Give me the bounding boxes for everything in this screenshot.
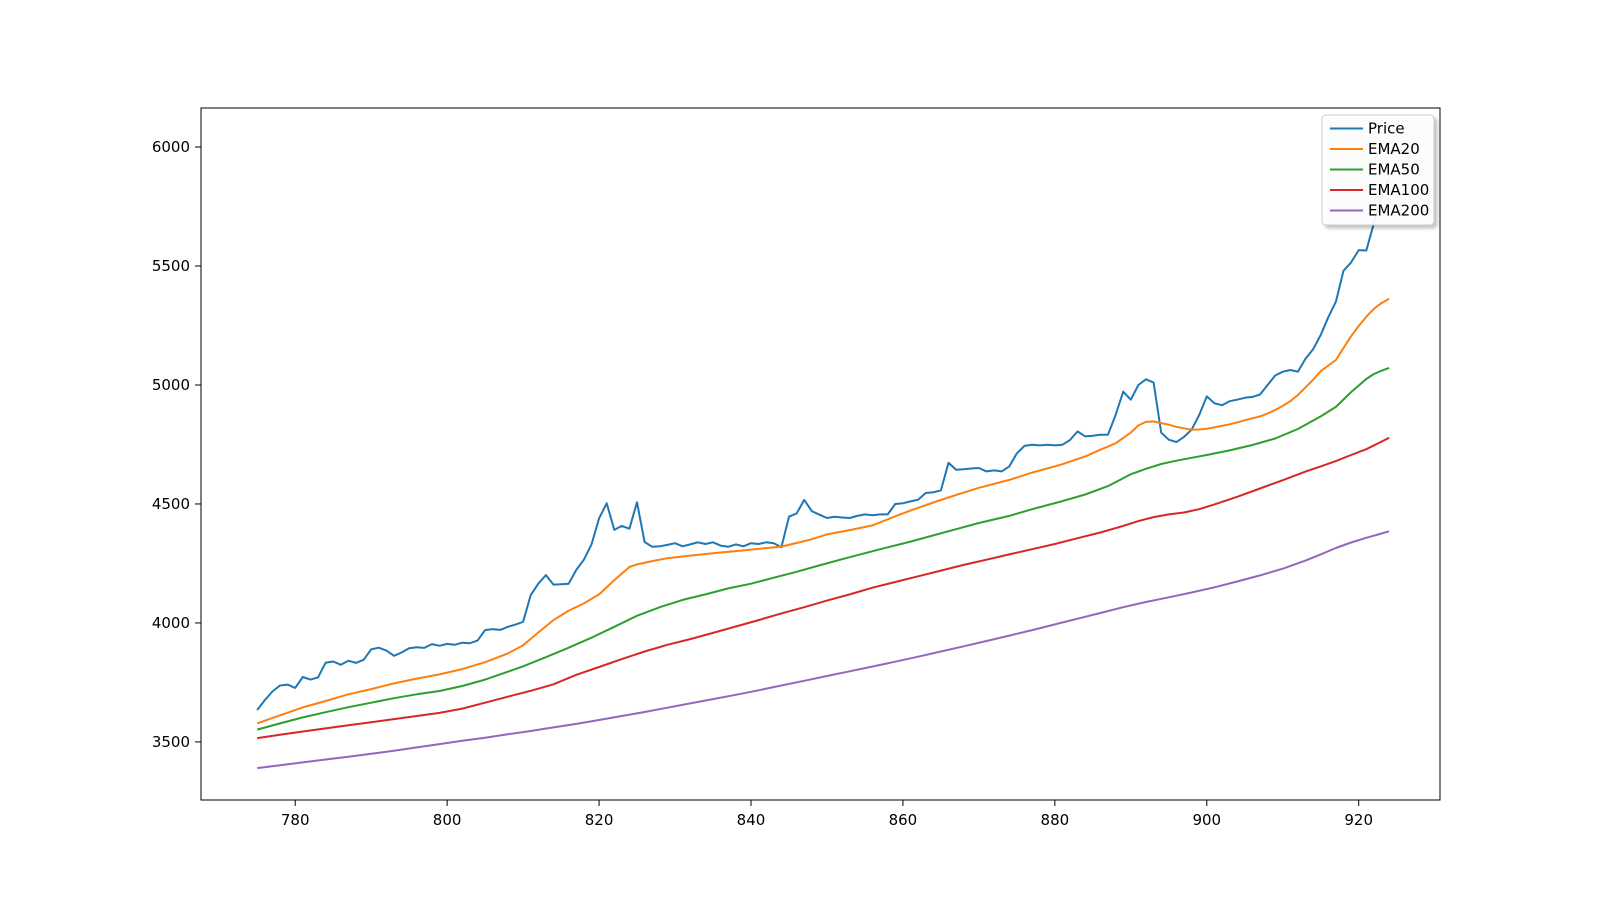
x-tick-label-880: 880 — [1041, 811, 1070, 829]
y-tick-label-5500: 5500 — [152, 257, 190, 275]
series-line-ema200 — [257, 530, 1390, 770]
y-tick-label-4000: 4000 — [152, 614, 190, 632]
legend-label-ema20: EMA20 — [1368, 140, 1420, 158]
x-tick-label-840: 840 — [737, 811, 766, 829]
y-tick-label-3500: 3500 — [152, 733, 190, 751]
x-axis-ticks: 780 800 820 840 860 880 900 920 — [281, 800, 1373, 829]
x-tick-label-900: 900 — [1192, 811, 1221, 829]
x-tick-label-780: 780 — [281, 811, 310, 829]
legend-label-ema50: EMA50 — [1368, 161, 1420, 179]
series-line-price — [256, 177, 1391, 711]
series-line-ema100 — [257, 436, 1390, 740]
plot-area-border — [200, 107, 1441, 801]
x-tick-label-920: 920 — [1344, 811, 1373, 829]
legend: Price EMA20 EMA50 EMA100 EMA200 — [1321, 114, 1435, 226]
legend-label-ema100: EMA100 — [1368, 181, 1429, 199]
plot-series-group — [256, 177, 1391, 770]
y-tick-label-4500: 4500 — [152, 495, 190, 513]
series-line-ema50 — [256, 366, 1390, 731]
x-tick-label-860: 860 — [889, 811, 918, 829]
y-tick-label-6000: 6000 — [152, 138, 190, 156]
series-line-ema20 — [256, 297, 1390, 725]
x-tick-label-820: 820 — [585, 811, 614, 829]
y-axis-ticks: 3500 4000 4500 5000 5500 6000 — [152, 138, 201, 751]
y-tick-label-5000: 5000 — [152, 376, 190, 394]
x-tick-label-800: 800 — [433, 811, 462, 829]
legend-label-ema200: EMA200 — [1368, 202, 1429, 220]
legend-box — [1321, 114, 1435, 226]
legend-label-price: Price — [1368, 120, 1405, 138]
